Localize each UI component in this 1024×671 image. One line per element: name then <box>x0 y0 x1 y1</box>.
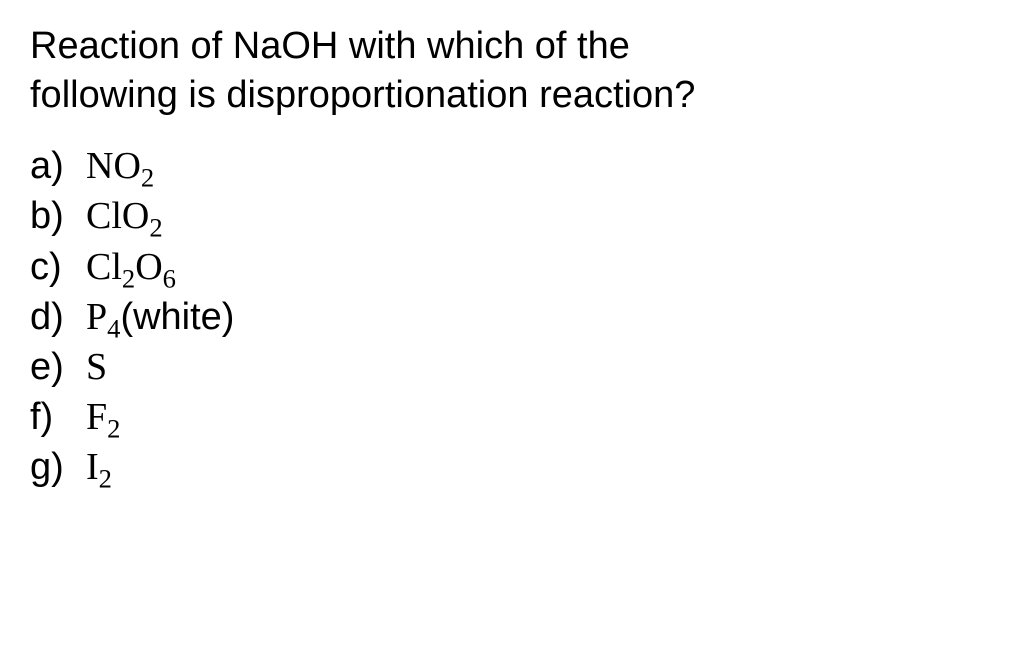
option-e: e) S <box>30 342 994 392</box>
question-stem: Reaction of NaOH with which of the follo… <box>30 22 994 119</box>
option-c-base2: O <box>135 246 162 288</box>
option-d-marker: d) <box>30 292 86 342</box>
option-f: f) F2 <box>30 392 994 442</box>
option-g-formula: I2 <box>86 442 112 492</box>
option-a-formula: NO2 <box>86 141 154 191</box>
option-a-sub: 2 <box>141 163 154 193</box>
option-b-formula: ClO2 <box>86 191 163 241</box>
question-line-1: Reaction of NaOH with which of the <box>30 22 994 71</box>
option-e-formula: S <box>86 342 107 392</box>
option-c-sub1: 2 <box>122 263 135 293</box>
option-a-base: NO <box>86 145 141 187</box>
option-f-sub: 2 <box>107 414 120 444</box>
option-b-base: ClO <box>86 195 149 237</box>
option-e-marker: e) <box>30 342 86 392</box>
option-g-marker: g) <box>30 442 86 492</box>
option-g-base: I <box>86 446 99 488</box>
option-d-note: (white) <box>120 292 234 342</box>
option-f-formula: F2 <box>86 392 120 442</box>
option-d: d) P4 (white) <box>30 292 994 342</box>
option-d-base: P <box>86 296 107 338</box>
option-c-sub2: 6 <box>163 263 176 293</box>
option-c-base1: Cl <box>86 246 122 288</box>
option-c-marker: c) <box>30 242 86 292</box>
option-a: a) NO2 <box>30 141 994 191</box>
option-b: b) ClO2 <box>30 191 994 241</box>
option-e-base: S <box>86 346 107 388</box>
option-c: c) Cl2O6 <box>30 242 994 292</box>
option-a-marker: a) <box>30 141 86 191</box>
option-f-marker: f) <box>30 392 86 442</box>
option-g-sub: 2 <box>99 464 112 494</box>
option-d-sub: 4 <box>107 313 120 343</box>
option-b-sub: 2 <box>149 213 162 243</box>
option-g: g) I2 <box>30 442 994 492</box>
option-f-base: F <box>86 396 107 438</box>
options-list: a) NO2 b) ClO2 c) Cl2O6 d) P4 (white) e)… <box>30 141 994 492</box>
option-d-formula: P4 <box>86 292 120 342</box>
option-b-marker: b) <box>30 191 86 241</box>
page: Reaction of NaOH with which of the follo… <box>0 0 1024 514</box>
question-line-2: following is disproportionation reaction… <box>30 71 994 120</box>
option-c-formula: Cl2O6 <box>86 242 176 292</box>
